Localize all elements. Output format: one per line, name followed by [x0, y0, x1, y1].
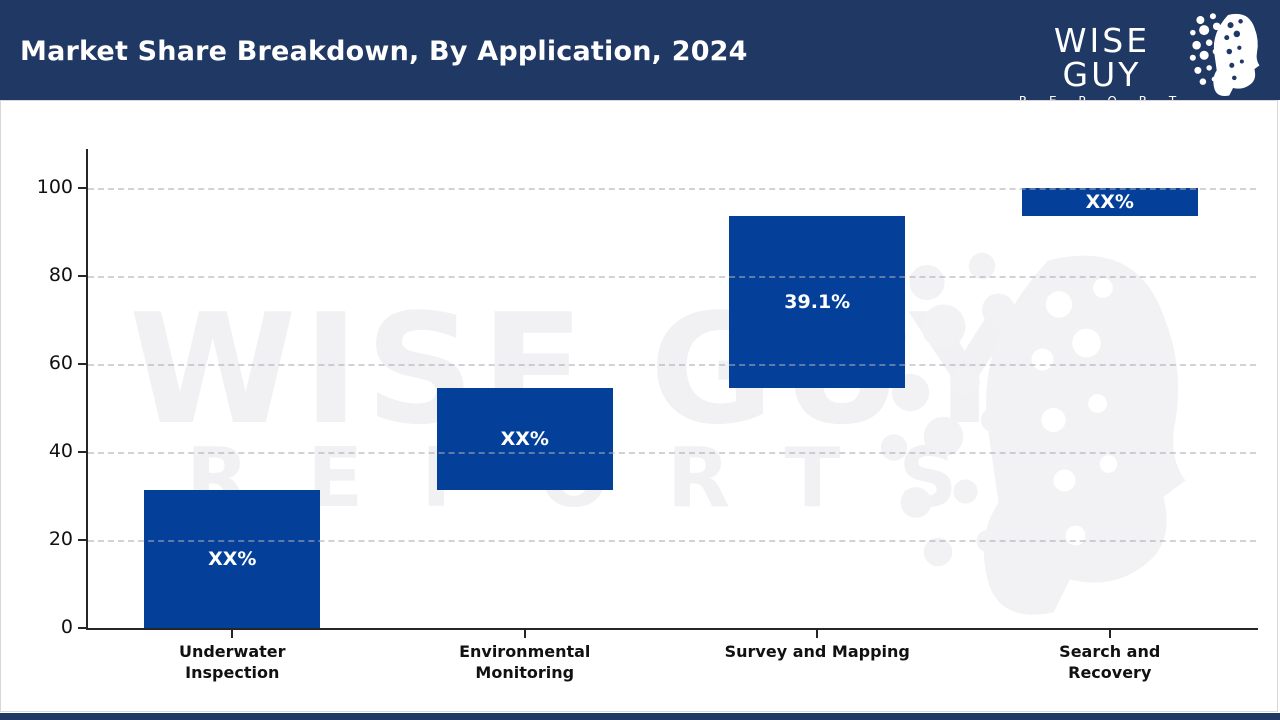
category-label-line: Environmental	[459, 642, 591, 661]
y-axis-line	[86, 149, 88, 628]
x-tick-mark	[523, 630, 526, 638]
y-tick-label: 40	[48, 440, 73, 462]
y-tick-mark	[78, 187, 86, 189]
y-tick-mark	[78, 539, 86, 541]
gridline-y-20	[88, 540, 1256, 542]
y-tick-mark	[78, 275, 86, 277]
bar-search-and-recovery: XX%	[1021, 188, 1198, 217]
bar-value-label: XX%	[1085, 191, 1134, 214]
y-tick-label: 60	[48, 352, 73, 374]
logo-wordmark: WISE GUY	[1053, 21, 1151, 94]
category-label-line: Monitoring	[475, 663, 575, 682]
category-label: Underwater Inspection	[112, 641, 352, 683]
bar-value-label: XX%	[500, 428, 549, 450]
gridline-y-40	[88, 452, 1256, 454]
x-axis-line	[86, 628, 1258, 630]
plot-region: 0 20 40 60 80 100 XX% Underwater Inspection XX% En…	[1, 101, 1277, 711]
category-label: Survey and Mapping	[697, 641, 937, 662]
x-tick-mark	[816, 630, 819, 638]
gridline-y-100	[88, 188, 1256, 190]
logo-head-icon	[1189, 13, 1260, 96]
bar-value-label: XX%	[208, 547, 257, 570]
category-label-line: Search and	[1059, 642, 1161, 661]
bar-underwater-inspection: XX%	[144, 489, 321, 628]
chart-title: Market Share Breakdown, By Application, …	[20, 36, 748, 67]
y-tick-label: 20	[48, 528, 73, 550]
category-label-line: Survey and Mapping	[724, 642, 910, 661]
category-label-line: Underwater	[178, 642, 286, 661]
header-banner: Market Share Breakdown, By Application, …	[0, 0, 1280, 122]
gridline-y-80	[88, 276, 1256, 278]
category-label-line: Recovery	[1068, 663, 1152, 682]
x-tick-mark	[231, 630, 234, 638]
category-label: Search and Recovery	[990, 641, 1230, 683]
x-tick-mark	[1108, 630, 1111, 638]
gridline-y-60	[88, 364, 1256, 366]
y-tick-label: 0	[60, 616, 73, 638]
footer-banner	[0, 713, 1280, 720]
y-tick-label: 80	[48, 264, 73, 286]
y-tick-label: 100	[36, 176, 73, 198]
category-label-line: Inspection	[185, 663, 280, 682]
chart-area: WISE GUY REPORTS	[0, 100, 1278, 712]
wise-guy-reports-logo: WISE GUY R E P O R T S	[1012, 6, 1262, 122]
y-tick-mark	[78, 451, 86, 453]
bar-value-label: 39.1%	[784, 291, 851, 314]
y-tick-mark	[78, 627, 86, 629]
y-tick-mark	[78, 363, 86, 365]
category-label: Environmental Monitoring	[405, 641, 645, 683]
bar-survey-and-mapping: 39.1%	[729, 216, 906, 389]
bar-environmental-monitoring: XX%	[436, 388, 613, 490]
